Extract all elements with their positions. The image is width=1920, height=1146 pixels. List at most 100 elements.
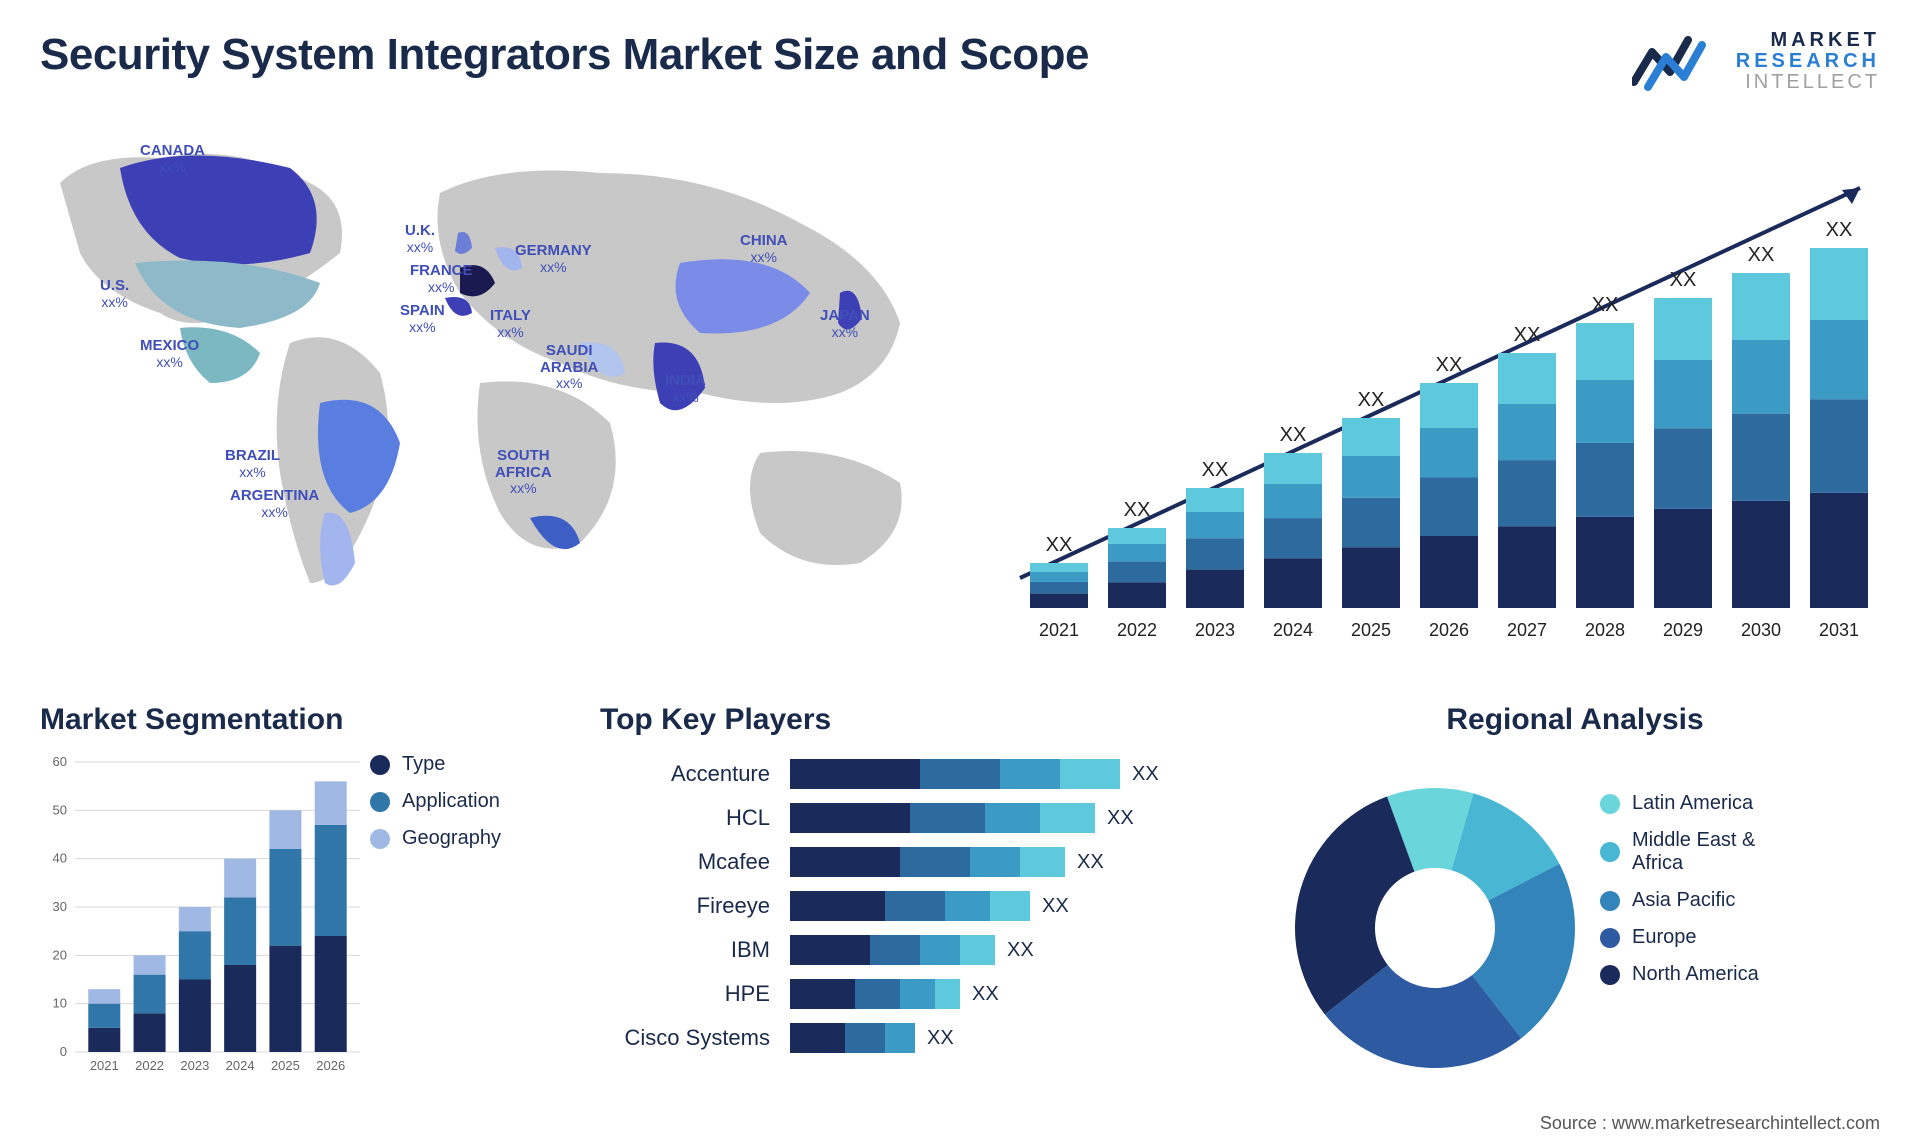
growth-bar-seg [1420,383,1478,428]
growth-bar-seg [1654,360,1712,428]
player-bar-row: XX [790,884,1240,928]
regional-title: Regional Analysis [1270,703,1880,737]
map-label-india: INDIAxx% [665,373,706,405]
growth-bar-seg [1108,544,1166,562]
growth-bar-seg [1342,456,1400,498]
player-name: Accenture [600,752,770,796]
growth-bar-seg [1342,418,1400,456]
growth-bar-year: 2027 [1507,620,1547,640]
player-name: Mcafee [600,840,770,884]
player-name: Cisco Systems [600,1016,770,1060]
player-bar-seg [1040,803,1095,833]
legend-label: Asia Pacific [1632,889,1735,912]
growth-bar-seg [1342,547,1400,608]
growth-bar-year: 2021 [1039,620,1079,640]
seg-bar-seg [315,781,347,825]
regional-legend-item: Middle East &Africa [1600,829,1880,875]
map-label-japan: JAPANxx% [820,308,870,340]
growth-bar-seg [1810,399,1868,493]
regional-legend-item: North America [1600,963,1880,986]
map-label-saudi-arabia: SAUDIARABIAxx% [540,343,598,391]
seg-bar-seg [179,980,211,1053]
player-bar-seg [920,759,1000,789]
seg-bar-seg [134,975,166,1014]
seg-ytick: 60 [53,754,67,769]
growth-bar-seg [1108,528,1166,544]
growth-bar-year: 2025 [1351,620,1391,640]
legend-label: North America [1632,963,1759,986]
segmentation-legend: TypeApplicationGeography [370,703,570,1103]
seg-ytick: 50 [53,802,67,817]
seg-legend-item: Application [370,790,570,813]
player-bar-seg [855,979,900,1009]
growth-bar-seg [1810,320,1868,399]
growth-bar-seg [1186,488,1244,512]
regional-legend-item: Europe [1600,926,1880,949]
seg-bar-seg [88,1028,120,1052]
player-bar [790,1023,915,1053]
player-bar-row: XX [790,752,1240,796]
seg-xtick: 2026 [316,1058,345,1073]
seg-ytick: 20 [53,947,67,962]
player-bar-seg [970,847,1020,877]
growth-bar-seg [1420,478,1478,537]
growth-bar-seg [1810,493,1868,608]
growth-bar-seg [1342,498,1400,547]
player-name: IBM [600,928,770,972]
growth-bar-value: XX [1514,324,1541,346]
map-label-brazil: BRAZILxx% [225,448,280,480]
growth-bar-value: XX [1748,244,1775,266]
legend-label: Latin America [1632,792,1753,815]
player-bar-seg [790,979,855,1009]
growth-bar-seg [1654,509,1712,608]
growth-bar-year: 2028 [1585,620,1625,640]
growth-bar-value: XX [1670,269,1697,291]
seg-bar-seg [88,989,120,1004]
player-bar-seg [1000,759,1060,789]
player-bar-seg [990,891,1030,921]
regional-legend-item: Latin America [1600,792,1880,815]
player-name: Fireeye [600,884,770,928]
player-bar-seg [945,891,990,921]
players-title: Top Key Players [600,703,1240,737]
legend-dot-icon [1600,965,1620,985]
growth-bar-value: XX [1436,354,1463,376]
player-bar [790,847,1065,877]
logo-mark-icon [1632,32,1722,92]
players-names: AccentureHCLMcafeeFireeyeIBMHPECisco Sys… [600,752,770,1060]
segmentation-chart: 0102030405060202120222023202420252026 [40,752,370,1082]
growth-bar-seg [1654,428,1712,509]
player-bar-seg [920,935,960,965]
growth-bar-seg [1030,594,1088,608]
seg-xtick: 2025 [271,1058,300,1073]
seg-xtick: 2022 [135,1058,164,1073]
seg-bar-seg [224,897,256,965]
legend-dot-icon [370,755,390,775]
player-bar-row: XX [790,1016,1240,1060]
growth-bar-value: XX [1124,499,1151,521]
growth-bar-year: 2022 [1117,620,1157,640]
logo-text-1: MARKET [1736,30,1880,51]
seg-bar-seg [269,849,301,946]
growth-bar-seg [1732,501,1790,608]
growth-bar-seg [1030,582,1088,594]
seg-ytick: 40 [53,851,67,866]
logo-text-3: INTELLECT [1736,72,1880,93]
map-label-france: FRANCExx% [410,263,473,295]
player-bar-seg [960,935,995,965]
logo-text-2: RESEARCH [1736,51,1880,72]
map-label-u-k-: U.K.xx% [405,223,435,255]
legend-label: Geography [402,827,501,850]
growth-bar-seg [1732,340,1790,414]
legend-label: Europe [1632,926,1697,949]
seg-bar-seg [88,1004,120,1028]
growth-bar-seg [1654,298,1712,360]
seg-ytick: 30 [53,899,67,914]
growth-bar-value: XX [1046,534,1073,556]
player-bar-seg [900,979,935,1009]
growth-bar-seg [1732,414,1790,501]
seg-bar-seg [134,955,166,974]
regional-legend-item: Asia Pacific [1600,889,1880,912]
page-title: Security System Integrators Market Size … [40,30,1089,80]
growth-bar-value: XX [1592,294,1619,316]
